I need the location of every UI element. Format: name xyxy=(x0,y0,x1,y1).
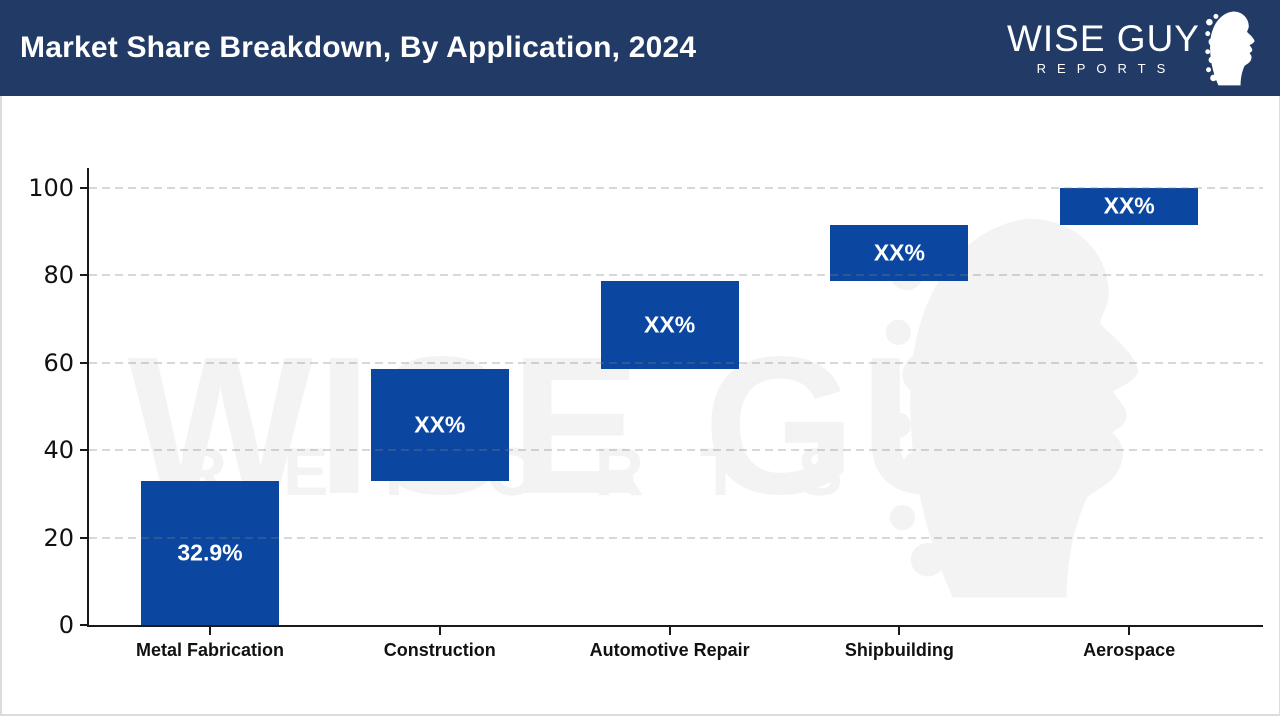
brand-logo: WISE GUY REPORTS xyxy=(1007,8,1266,88)
y-tick-mark xyxy=(80,186,88,189)
bar-value-label: XX% xyxy=(414,411,466,438)
gridline-60 xyxy=(89,361,1263,364)
x-tick-mark xyxy=(668,627,671,635)
y-tick-mark xyxy=(80,449,88,451)
x-tick-label: Automotive Repair xyxy=(589,640,750,660)
bar-construction xyxy=(370,369,509,482)
bar-shipbuilding xyxy=(830,225,969,282)
header-bar: Market Share Breakdown, By Application, … xyxy=(0,0,1280,96)
page-title: Market Share Breakdown, By Application, … xyxy=(20,31,697,64)
x-tick-label: Metal Fabrication xyxy=(135,640,285,660)
y-axis-line xyxy=(87,168,89,627)
brand-logo-face-icon xyxy=(1205,11,1255,86)
bar-automotive-repair xyxy=(600,281,739,370)
y-tick-label: 40 xyxy=(43,436,74,464)
x-tick-mark xyxy=(898,627,901,635)
bar-value-label: XX% xyxy=(1103,192,1155,219)
y-tick-label: 60 xyxy=(43,348,74,377)
bar-aerospace xyxy=(1060,187,1199,226)
y-tick-mark xyxy=(80,274,88,276)
y-tick-mark xyxy=(80,361,88,364)
x-tick-mark xyxy=(1128,627,1131,635)
bar-value-label: XX% xyxy=(644,311,696,338)
x-axis-line xyxy=(87,625,1263,627)
brand-logo-subname: REPORTS xyxy=(1036,61,1177,76)
gridline-20 xyxy=(89,536,1263,539)
y-tick-label: 80 xyxy=(43,261,74,289)
y-tick-mark xyxy=(80,536,88,539)
x-tick-mark xyxy=(209,627,211,635)
gridline-80 xyxy=(89,274,1263,276)
y-tick-label: 20 xyxy=(43,523,74,552)
bar-value-label: XX% xyxy=(873,239,925,266)
x-tick-label: Construction xyxy=(383,640,496,660)
brand-logo-name: WISE GUY xyxy=(1006,18,1200,59)
gridline-100 xyxy=(89,186,1263,189)
y-tick-label: 0 xyxy=(58,611,74,639)
y-tick-mark xyxy=(80,624,88,626)
x-tick-label: Shipbuilding xyxy=(844,640,954,660)
x-tick-mark xyxy=(438,627,441,635)
bar-metal-fabrication xyxy=(141,481,279,625)
bar-value-label: 32.9% xyxy=(177,539,243,566)
y-tick-label: 100 xyxy=(28,173,74,202)
x-tick-label: Aerospace xyxy=(1083,640,1176,660)
gridline-40 xyxy=(89,449,1263,451)
